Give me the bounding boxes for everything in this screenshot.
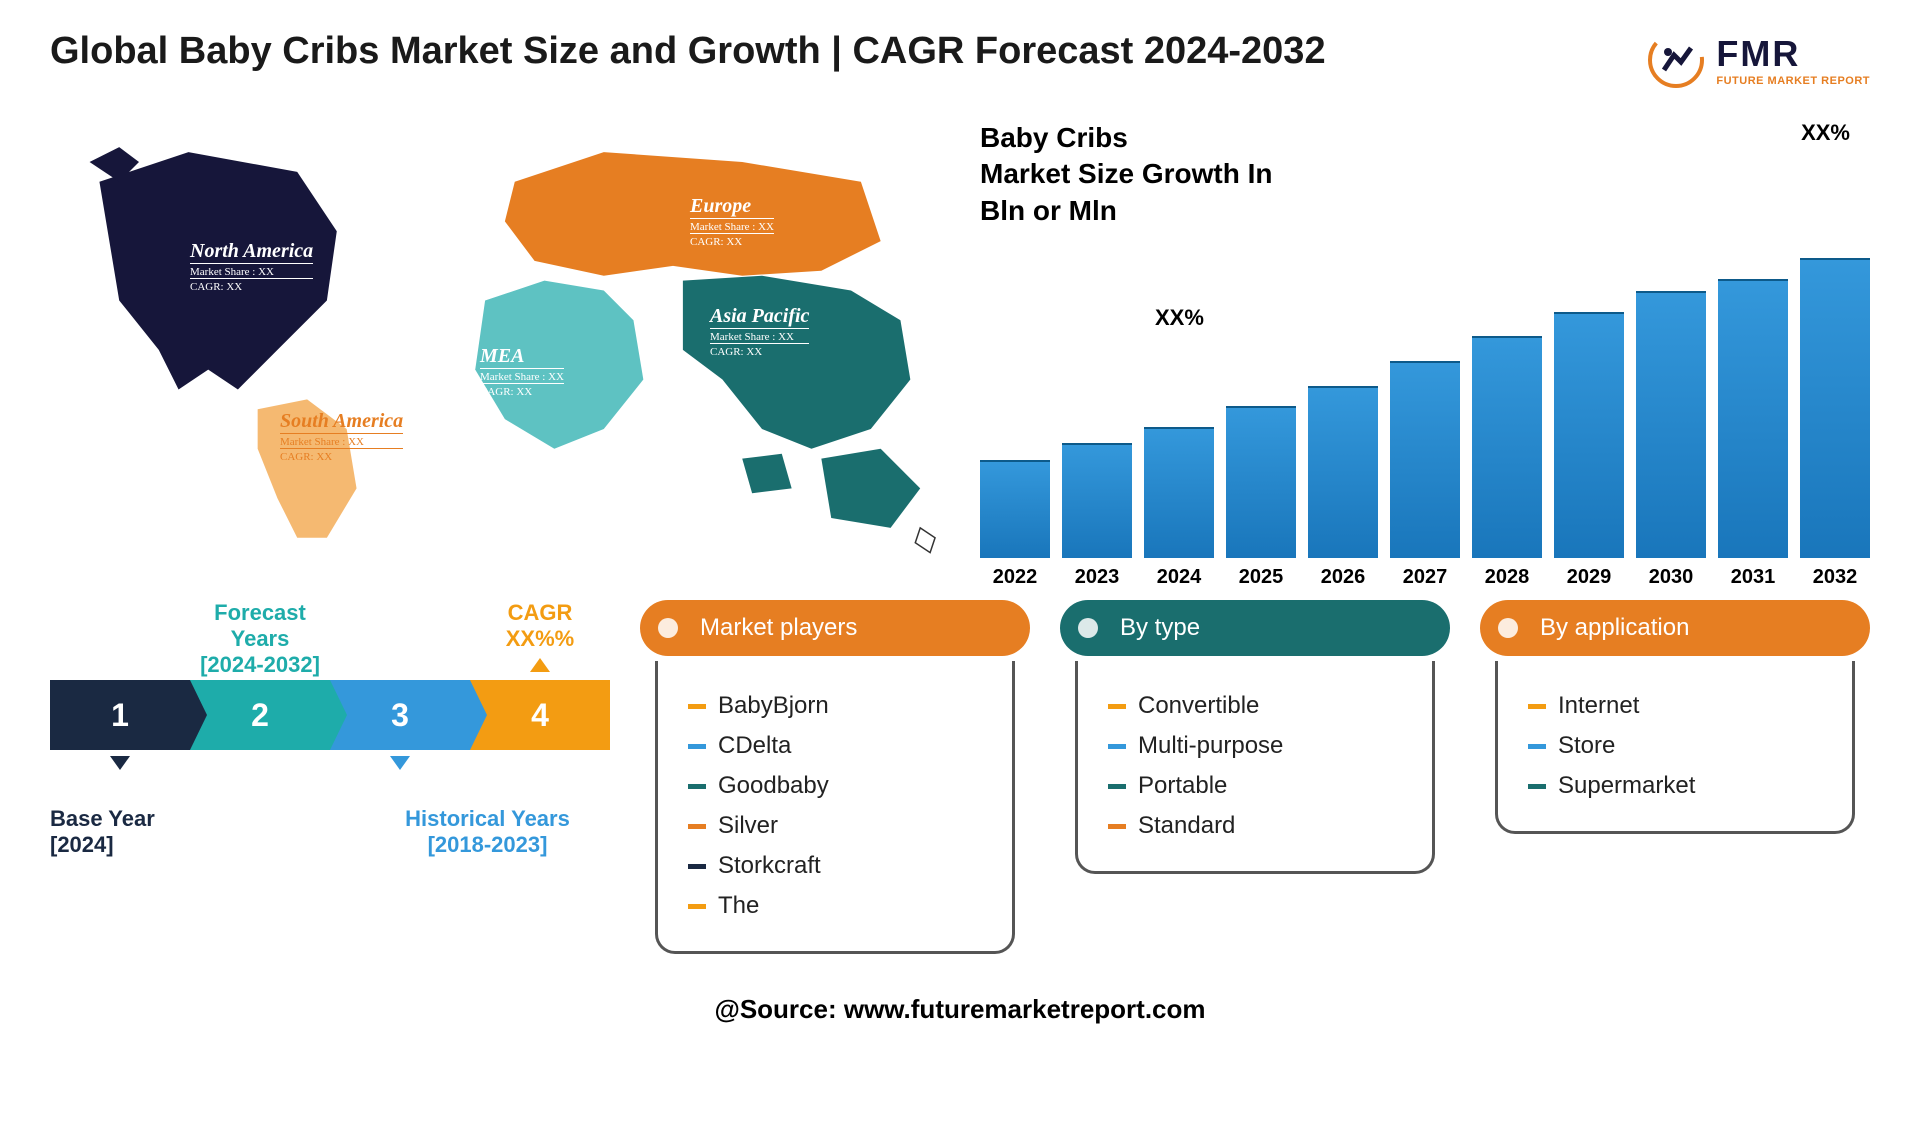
- category-header-2: By application: [1480, 600, 1870, 656]
- logo-subtitle: FUTURE MARKET REPORT: [1716, 75, 1870, 87]
- logo-icon: [1646, 30, 1706, 90]
- region-sa-cagr: CAGR: XX: [280, 448, 403, 463]
- bar-label-2025: 2025: [1239, 566, 1284, 589]
- region-na-share: Market Share : XX: [190, 263, 313, 278]
- world-map: North America Market Share : XX CAGR: XX…: [50, 120, 940, 560]
- growth-bar-chart: Baby Cribs Market Size Growth In Bln or …: [980, 120, 1870, 560]
- region-na-cagr: CAGR: XX: [190, 278, 313, 293]
- region-ap-share: Market Share : XX: [710, 328, 809, 343]
- cagr-label: CAGR: [470, 600, 610, 626]
- category-1: By type ConvertibleMulti-purposePortableS…: [1060, 600, 1450, 954]
- category-header-1: By type: [1060, 600, 1450, 656]
- bar-2026: 2026: [1308, 386, 1378, 590]
- region-mea-cagr: CAGR: XX: [480, 383, 564, 398]
- region-ap-cagr: CAGR: XX: [710, 343, 809, 358]
- source-text: @Source: www.futuremarketreport.com: [50, 994, 1870, 1025]
- cat-item-0-2: Goodbaby: [688, 766, 982, 806]
- chart-title-1: Baby Cribs: [980, 120, 1870, 156]
- hist-range: [2018-2023]: [365, 832, 610, 858]
- bar-label-2027: 2027: [1403, 566, 1448, 589]
- tl-step-4: 4: [470, 680, 610, 750]
- cat-item-1-1: Multi-purpose: [1108, 726, 1402, 766]
- bar-label-2023: 2023: [1075, 566, 1120, 589]
- chart-title-3: Bln or Mln: [980, 193, 1870, 229]
- cat-item-1-3: Standard: [1108, 806, 1402, 846]
- bar-2023: 2023: [1062, 443, 1132, 589]
- region-sa-title: South America: [280, 410, 403, 433]
- page-title: Global Baby Cribs Market Size and Growth…: [50, 30, 1326, 73]
- bar-label-2026: 2026: [1321, 566, 1366, 589]
- logo-fmr-text: FMR: [1716, 33, 1870, 75]
- cagr-value: XX%%: [470, 626, 610, 652]
- bar-2025: 2025: [1226, 406, 1296, 589]
- bar-2028: 2028: [1472, 336, 1542, 589]
- bar-label-2022: 2022: [993, 566, 1038, 589]
- bar-label-2024: 2024: [1157, 566, 1202, 589]
- region-na-title: North America: [190, 240, 313, 263]
- region-eu-title: Europe: [690, 195, 774, 218]
- bar-2022: 2022: [980, 460, 1050, 590]
- bar-label-2029: 2029: [1567, 566, 1612, 589]
- region-eu-cagr: CAGR: XX: [690, 233, 774, 248]
- timeline: Forecast Years [2024-2032] CAGR XX%% 1 2…: [50, 600, 610, 954]
- fmr-logo: FMR FUTURE MARKET REPORT: [1646, 30, 1870, 90]
- forecast-label: Forecast Years: [190, 600, 330, 652]
- cat-item-2-2: Supermarket: [1528, 766, 1822, 806]
- cat-item-2-1: Store: [1528, 726, 1822, 766]
- tl-step-2: 2: [190, 680, 330, 750]
- region-eu-share: Market Share : XX: [690, 218, 774, 233]
- base-range: [2024]: [50, 832, 295, 858]
- cat-item-0-5: The: [688, 886, 982, 926]
- cat-item-2-0: Internet: [1528, 686, 1822, 726]
- category-0: Market players BabyBjornCDeltaGoodbabySil…: [640, 600, 1030, 954]
- cat-item-0-4: Storkcraft: [688, 846, 982, 886]
- hist-label: Historical Years: [365, 806, 610, 832]
- bar-2029: 2029: [1554, 312, 1624, 590]
- bar-2031: 2031: [1718, 279, 1788, 589]
- category-header-0: Market players: [640, 600, 1030, 656]
- category-2: By application InternetStoreSupermarket: [1480, 600, 1870, 954]
- cat-item-0-3: Silver: [688, 806, 982, 846]
- forecast-range: [2024-2032]: [190, 652, 330, 678]
- bar-2030: 2030: [1636, 291, 1706, 589]
- cat-item-0-1: CDelta: [688, 726, 982, 766]
- bar-label-2030: 2030: [1649, 566, 1694, 589]
- base-label: Base Year: [50, 806, 295, 832]
- annot-2032: XX%: [1801, 120, 1850, 146]
- region-ap-title: Asia Pacific: [710, 305, 809, 328]
- tl-step-3: 3: [330, 680, 470, 750]
- bar-label-2031: 2031: [1731, 566, 1776, 589]
- bar-2027: 2027: [1390, 361, 1460, 589]
- region-mea-title: MEA: [480, 345, 564, 368]
- chart-title-2: Market Size Growth In: [980, 156, 1870, 192]
- region-sa-share: Market Share : XX: [280, 433, 403, 448]
- bar-2024: 2024: [1144, 427, 1214, 590]
- bar-label-2032: 2032: [1813, 566, 1858, 589]
- bar-label-2028: 2028: [1485, 566, 1530, 589]
- bar-2032: 2032: [1800, 258, 1870, 589]
- cat-item-1-2: Portable: [1108, 766, 1402, 806]
- tl-step-1: 1: [50, 680, 190, 750]
- cat-item-1-0: Convertible: [1108, 686, 1402, 726]
- cat-item-0-0: BabyBjorn: [688, 686, 982, 726]
- region-mea-share: Market Share : XX: [480, 368, 564, 383]
